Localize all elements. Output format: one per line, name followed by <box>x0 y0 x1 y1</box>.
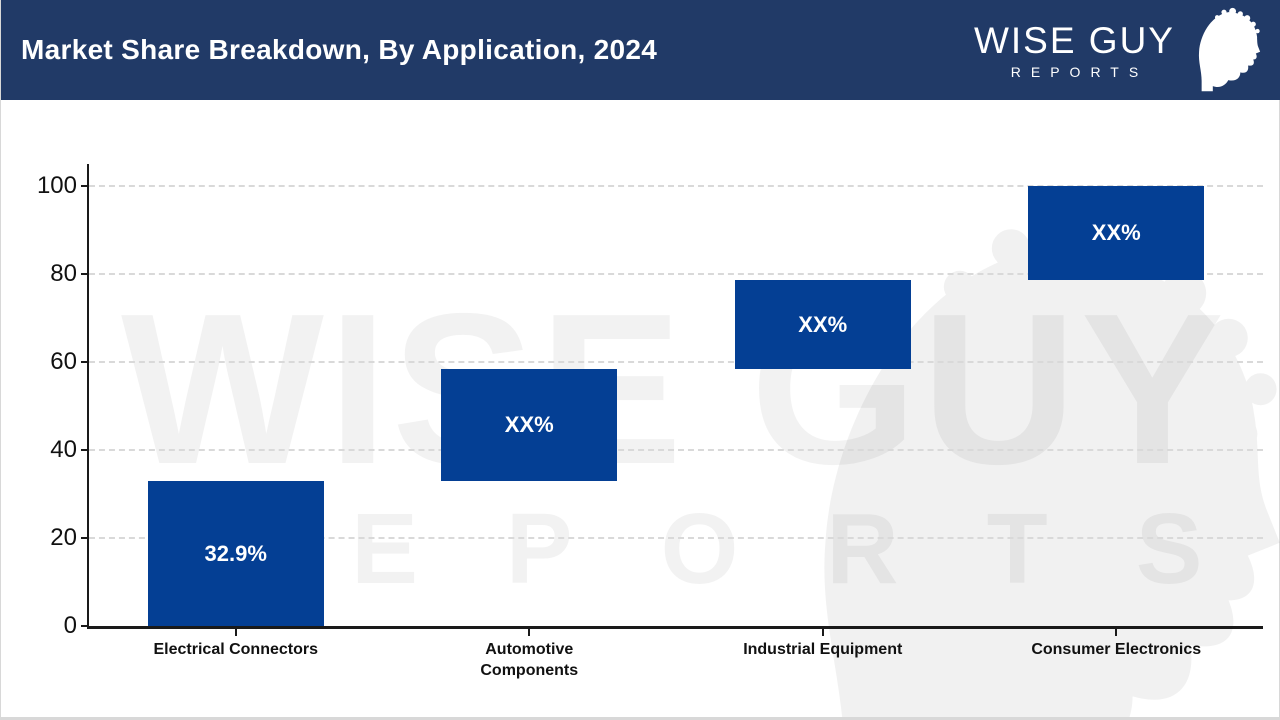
y-axis-tick-label: 40 <box>50 436 77 463</box>
x-category-label: Electrical Connectors <box>153 641 319 658</box>
y-axis-tick-label: 80 <box>50 260 77 287</box>
gridline <box>89 185 1263 187</box>
wise-guy-logo: WISE GUY REPORTS <box>974 7 1267 93</box>
x-axis-tick <box>234 629 237 636</box>
logo-face-icon <box>1198 7 1261 92</box>
y-axis-tick <box>81 537 88 539</box>
y-axis-tick-label: 20 <box>50 524 77 551</box>
bar-segment: 32.9% <box>147 481 324 626</box>
x-category-label: Industrial Equipment <box>743 641 903 658</box>
y-axis-tick <box>81 625 88 627</box>
y-axis-tick <box>81 361 88 363</box>
bar-segment: XX% <box>441 369 618 482</box>
bar-value-label: 32.9% <box>204 540 267 566</box>
bar-value-label: XX% <box>1091 220 1141 246</box>
y-axis-tick-label: 0 <box>63 612 77 639</box>
x-category-label: Automotive Components <box>480 641 579 679</box>
x-axis-line <box>87 626 1263 629</box>
chart-title: Market Share Breakdown, By Application, … <box>21 34 658 65</box>
gridline <box>89 537 1263 539</box>
y-axis-tick <box>81 449 88 451</box>
logo-name: WISE GUY <box>973 19 1175 61</box>
x-axis-tick <box>528 629 531 636</box>
logo-subname: REPORTS <box>1010 63 1149 80</box>
gridline <box>89 449 1263 451</box>
x-axis-tick <box>1115 629 1118 636</box>
bar-segment: XX% <box>1028 186 1205 281</box>
chart-area: WISE GUY REPORTS 0 20 40 60 80 100 32.9% Electr… <box>1 100 1280 717</box>
gridline <box>89 361 1263 363</box>
header-bar: Market Share Breakdown, By Application, … <box>1 0 1280 100</box>
plot-region: 0 20 40 60 80 100 32.9% Electrical Connectors XX… <box>1 100 1280 717</box>
bar-value-label: XX% <box>504 412 554 438</box>
bar-segment: XX% <box>734 280 911 370</box>
bar-value-label: XX% <box>798 311 848 337</box>
y-axis-line <box>87 164 89 628</box>
y-axis-tick-label: 100 <box>36 172 77 199</box>
x-axis-tick <box>821 629 824 636</box>
y-axis-tick-label: 60 <box>50 348 77 375</box>
x-category-label: Consumer Electronics <box>1031 641 1202 658</box>
y-axis-tick <box>81 185 88 187</box>
gridline <box>89 273 1263 275</box>
y-axis-tick <box>81 273 88 275</box>
